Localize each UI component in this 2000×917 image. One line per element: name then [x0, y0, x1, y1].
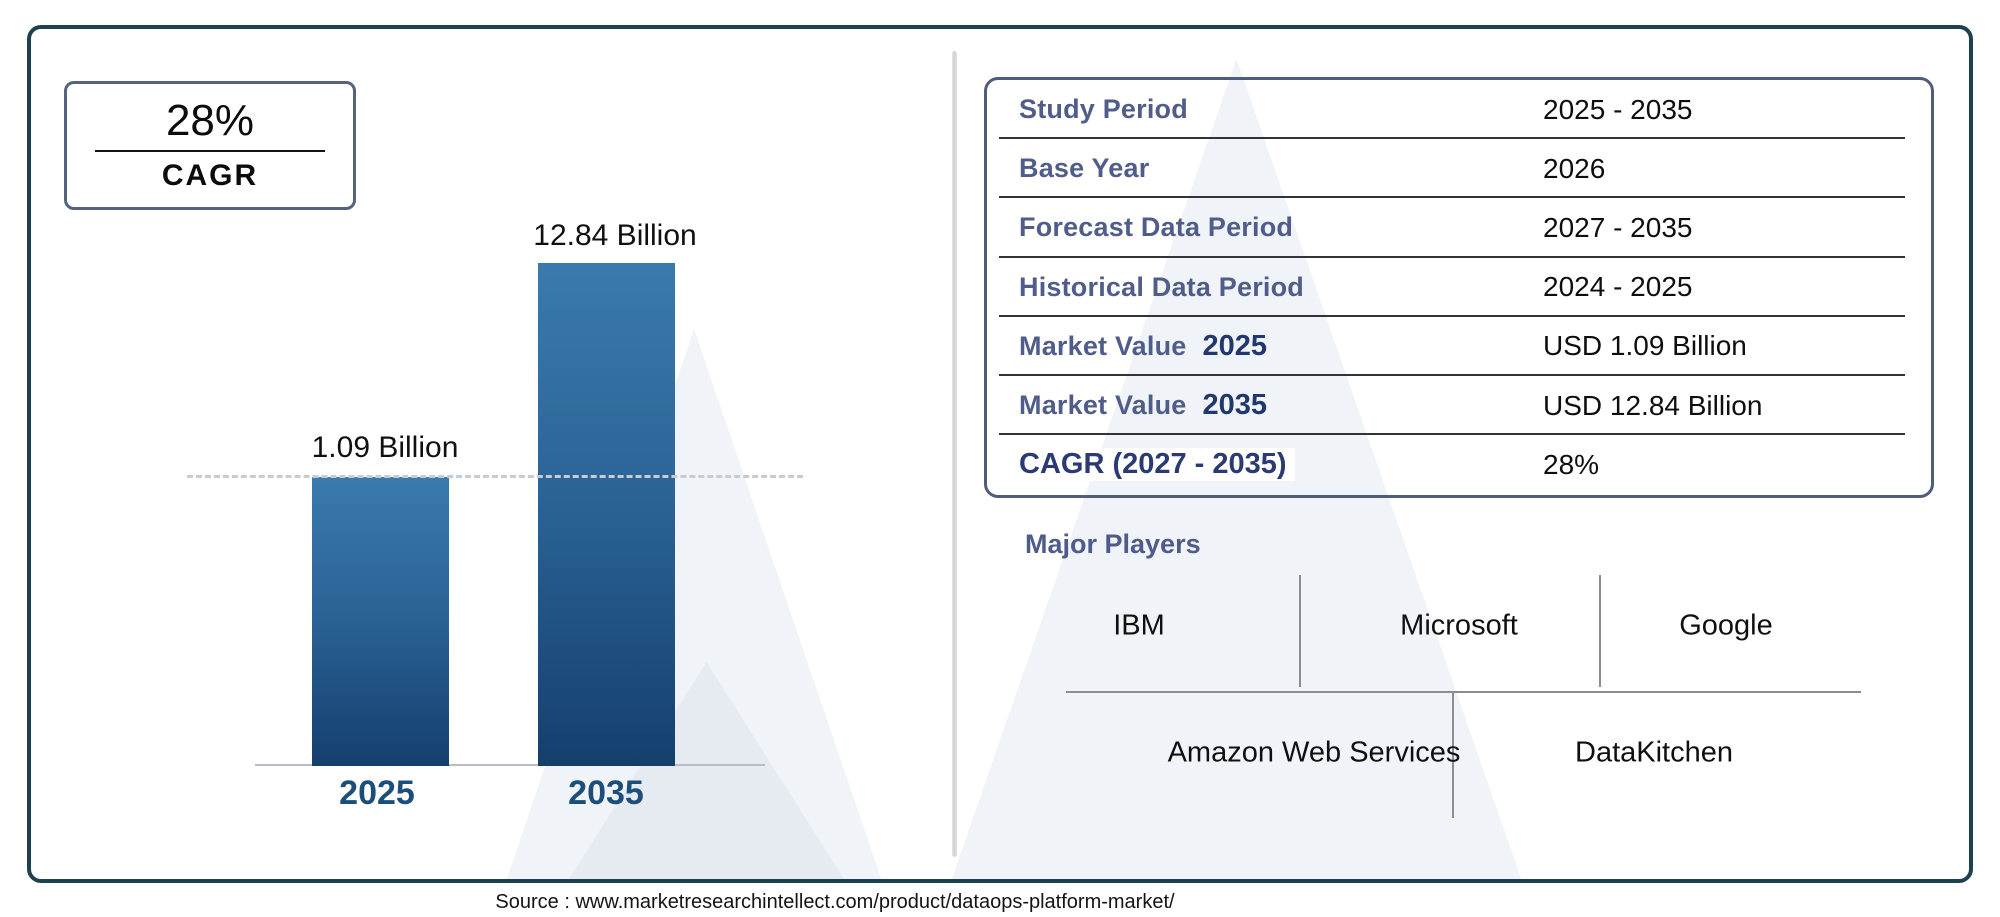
x-tick-2025: 2025 — [339, 774, 415, 812]
cagr-divider-line — [95, 150, 325, 153]
player-microsoft: Microsoft — [1400, 609, 1518, 642]
table-row: Historical Data Period 2024 - 2025 — [987, 258, 1931, 317]
table-row: Market Value 2025 USD 1.09 Billion — [987, 317, 1931, 376]
row-label: Forecast Data Period — [1019, 212, 1294, 243]
x-axis-line — [255, 764, 765, 766]
players-vertical-line — [1599, 575, 1601, 687]
row-label: Study Period — [1019, 94, 1188, 125]
row-value: 2026 — [1543, 152, 1606, 184]
table-row: Study Period 2025 - 2035 — [987, 80, 1931, 140]
table-row: Market Value 2035 USD 12.84 Billion — [987, 376, 1931, 436]
row-value: USD 1.09 Billion — [1543, 330, 1747, 362]
row-label: CAGR (2027 - 2035) — [1019, 448, 1295, 482]
player-datakitchen: DataKitchen — [1575, 736, 1733, 769]
row-separator — [999, 196, 1905, 199]
row-value: USD 12.84 Billion — [1543, 389, 1763, 421]
bar-2025 — [312, 477, 449, 766]
row-separator — [999, 433, 1905, 436]
row-separator — [999, 373, 1905, 376]
row-label: Historical Data Period — [1019, 271, 1304, 302]
players-horizontal-line — [1066, 691, 1861, 693]
row-label: Base Year — [1019, 153, 1150, 184]
row-label-year: 2035 — [1202, 389, 1268, 422]
row-label: Market Value — [1019, 330, 1187, 361]
major-players-title: Major Players — [1025, 529, 1201, 559]
cagr-highlight-box: 28% CAGR — [64, 81, 356, 210]
bar-value-label-2035: 12.84 Billion — [533, 219, 697, 252]
row-label: Market Value — [1019, 390, 1187, 421]
table-row: CAGR (2027 - 2035) 28% — [987, 435, 1931, 494]
source-text: Source : www.marketresearchintellect.com… — [495, 891, 1175, 913]
row-label-year: 2025 — [1202, 329, 1268, 362]
reference-dashed-line — [187, 475, 803, 478]
player-google: Google — [1679, 609, 1773, 642]
players-vertical-line — [1299, 575, 1301, 687]
cagr-value: 28% — [165, 95, 255, 145]
row-separator — [999, 137, 1905, 140]
row-value: 2024 - 2025 — [1543, 271, 1693, 303]
market-value-bar-chart: 12.84 Billion 1.09 Billion 2025 2035 — [31, 29, 951, 879]
players-vertical-line — [1452, 692, 1454, 818]
content-frame: 28% CAGR 12.84 Billion 1.09 Billion 2025… — [27, 25, 1973, 883]
row-value: 28% — [1543, 448, 1600, 480]
vertical-divider — [952, 51, 957, 857]
row-value: 2025 - 2035 — [1543, 93, 1693, 125]
player-ibm: IBM — [1113, 609, 1165, 642]
bar-2035 — [538, 263, 675, 766]
bar-value-label-2025: 1.09 Billion — [311, 431, 459, 464]
table-row: Forecast Data Period 2027 - 2035 — [987, 198, 1931, 258]
row-separator — [999, 255, 1905, 258]
x-tick-2035: 2035 — [568, 774, 644, 812]
table-row: Base Year 2026 — [987, 139, 1931, 199]
player-amazon-web-services: Amazon Web Services — [1167, 736, 1461, 769]
row-separator — [999, 314, 1905, 317]
report-scope-table: Study Period 2025 - 2035 Base Year 2026 … — [984, 77, 1934, 498]
cagr-label: CAGR — [161, 159, 259, 193]
row-value: 2027 - 2035 — [1543, 211, 1693, 243]
